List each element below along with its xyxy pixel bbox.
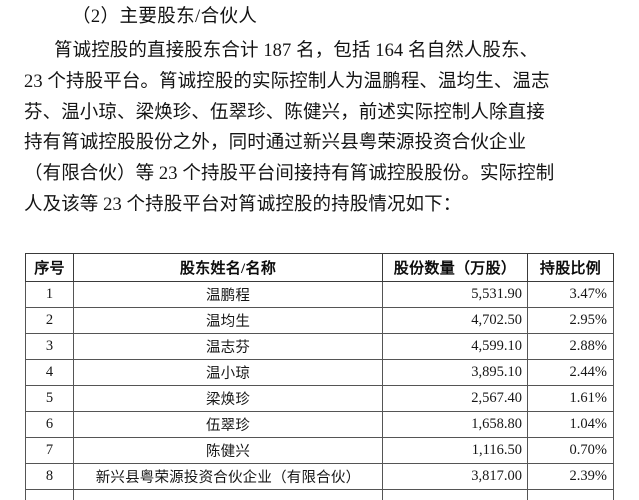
table-row: 7 陈健兴 1,116.50 0.70% (25, 437, 614, 464)
cell-index: 7 (25, 437, 74, 464)
column-header-qty: 股份数量（万股） (382, 253, 528, 282)
table-row: 2 温均生 4,702.50 2.95% (25, 307, 614, 334)
paragraph-line: 芬、温小琼、梁焕珍、伍翠珍、陈健兴，前述实际控制人除直接 (24, 102, 545, 123)
cell-quantity: 1,116.50 (382, 437, 528, 464)
section-heading: （2）主要股东/合伙人 (72, 7, 258, 27)
cell-ratio: 3.47% (527, 281, 614, 308)
cell-index: 6 (25, 411, 74, 438)
paragraph-line: 23 个持股平台。筲诚控股的实际控制人为温鹏程、温均生、温志 (24, 71, 550, 92)
cell-name: 陈健兴 (73, 437, 383, 464)
column-header-name: 股东姓名/名称 (73, 253, 383, 282)
column-header-ratio: 持股比例 (527, 253, 614, 282)
cell-name: 温小琼 (73, 359, 383, 386)
cell-quantity: 4,702.50 (382, 307, 528, 334)
cell-quantity: 1,658.80 (382, 411, 528, 438)
cell-name (73, 489, 383, 500)
table-row: 1 温鹏程 5,531.90 3.47% (25, 281, 614, 308)
cell-ratio: 2.95% (527, 307, 614, 334)
cell-index: 2 (25, 307, 74, 334)
table-row: 3 温志芬 4,599.10 2.88% (25, 333, 614, 360)
paragraph-line: 筲诚控股的直接股东合计 187 名，包括 164 名自然人股东、 (54, 41, 539, 61)
cell-name: 伍翠珍 (73, 411, 383, 438)
table-row: 6 伍翠珍 1,658.80 1.04% (25, 411, 614, 438)
paragraph-line: 人及该等 23 个持股平台对筲诚控股的持股情况如下： (24, 194, 462, 215)
cell-index: 5 (25, 385, 74, 412)
cell-name: 梁焕珍 (73, 385, 383, 412)
paragraph-line: （有限合伙）等 23 个持股平台间接持有筲诚控股股份。实际控制 (24, 164, 555, 185)
cell-ratio: 2.44% (527, 359, 614, 386)
cell-ratio: 0.70% (527, 437, 614, 464)
table-row-partial (25, 489, 614, 500)
shareholder-table: 序号 股东姓名/名称 股份数量（万股） 持股比例 1 温鹏程 5,531.90 … (25, 253, 614, 500)
cell-index (25, 489, 74, 500)
cell-quantity: 2,567.40 (382, 385, 528, 412)
cell-index: 3 (25, 333, 74, 360)
cell-name: 温鹏程 (73, 281, 383, 308)
cell-name: 新兴县粤荣源投资合伙企业（有限合伙） (73, 463, 383, 490)
table-row: 5 梁焕珍 2,567.40 1.61% (25, 385, 614, 412)
table-row: 8 新兴县粤荣源投资合伙企业（有限合伙） 3,817.00 2.39% (25, 463, 614, 490)
cell-quantity: 5,531.90 (382, 281, 528, 308)
body-paragraph: 筲诚控股的直接股东合计 187 名，包括 164 名自然人股东、 23 个持股平… (24, 36, 616, 221)
cell-index: 1 (25, 281, 74, 308)
paragraph-line: 持有筲诚控股股份之外，同时通过新兴县粤荣源投资合伙企业 (24, 133, 527, 154)
column-header-index: 序号 (25, 253, 74, 282)
cell-quantity (382, 489, 528, 500)
cell-index: 8 (25, 463, 74, 490)
cell-name: 温均生 (73, 307, 383, 334)
cell-ratio (527, 489, 614, 500)
cell-ratio: 2.39% (527, 463, 614, 490)
cell-ratio: 1.61% (527, 385, 614, 412)
cell-quantity: 3,895.10 (382, 359, 528, 386)
cell-index: 4 (25, 359, 74, 386)
cell-name: 温志芬 (73, 333, 383, 360)
cell-quantity: 3,817.00 (382, 463, 528, 490)
table-body: 1 温鹏程 5,531.90 3.47% 2 温均生 4,702.50 2.95… (25, 281, 614, 500)
cell-quantity: 4,599.10 (382, 333, 528, 360)
cell-ratio: 1.04% (527, 411, 614, 438)
table-header-row: 序号 股东姓名/名称 股份数量（万股） 持股比例 (25, 253, 614, 282)
table-row: 4 温小琼 3,895.10 2.44% (25, 359, 614, 386)
cell-ratio: 2.88% (527, 333, 614, 360)
